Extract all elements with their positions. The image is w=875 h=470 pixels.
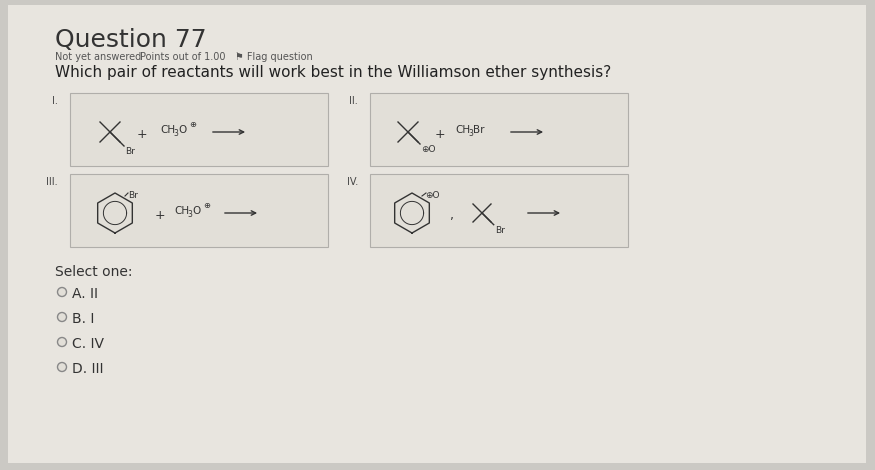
- Text: III.: III.: [46, 177, 58, 187]
- FancyBboxPatch shape: [370, 174, 628, 247]
- Text: 3: 3: [468, 128, 472, 138]
- Text: ⊕O: ⊕O: [425, 191, 439, 200]
- Text: ,: ,: [450, 209, 454, 221]
- Text: A. II: A. II: [72, 287, 98, 301]
- Circle shape: [58, 313, 66, 321]
- FancyBboxPatch shape: [8, 5, 866, 463]
- Text: CH: CH: [174, 206, 189, 216]
- Text: Select one:: Select one:: [55, 265, 132, 279]
- Text: +: +: [435, 127, 445, 141]
- Text: Points out of 1.00: Points out of 1.00: [140, 52, 226, 62]
- Text: 3: 3: [173, 128, 178, 138]
- FancyBboxPatch shape: [70, 93, 328, 166]
- Text: ⊕O: ⊕O: [421, 145, 436, 154]
- Text: +: +: [136, 127, 147, 141]
- Text: CH: CH: [160, 125, 175, 135]
- Text: Br: Br: [128, 191, 138, 200]
- Circle shape: [58, 288, 66, 297]
- Text: Br: Br: [473, 125, 485, 135]
- Text: IV.: IV.: [346, 177, 358, 187]
- Text: I.: I.: [52, 96, 58, 106]
- Text: ⚑ Flag question: ⚑ Flag question: [235, 52, 312, 62]
- FancyBboxPatch shape: [70, 174, 328, 247]
- Text: O: O: [192, 206, 200, 216]
- Text: O: O: [178, 125, 186, 135]
- Text: 3: 3: [187, 210, 192, 219]
- Text: ⊕: ⊕: [189, 119, 196, 128]
- Text: Question 77: Question 77: [55, 28, 206, 52]
- Text: D. III: D. III: [72, 362, 103, 376]
- Text: Br: Br: [494, 226, 505, 235]
- FancyBboxPatch shape: [370, 93, 628, 166]
- Text: +: +: [155, 209, 165, 221]
- Text: Br: Br: [125, 147, 135, 156]
- Text: Not yet answered: Not yet answered: [55, 52, 141, 62]
- Text: B. I: B. I: [72, 312, 94, 326]
- Text: CH: CH: [455, 125, 470, 135]
- Text: Which pair of reactants will work best in the Williamson ether synthesis?: Which pair of reactants will work best i…: [55, 65, 612, 80]
- Circle shape: [58, 337, 66, 346]
- Text: II.: II.: [349, 96, 358, 106]
- Circle shape: [58, 362, 66, 371]
- Text: ⊕: ⊕: [203, 201, 210, 210]
- Text: C. IV: C. IV: [72, 337, 104, 351]
